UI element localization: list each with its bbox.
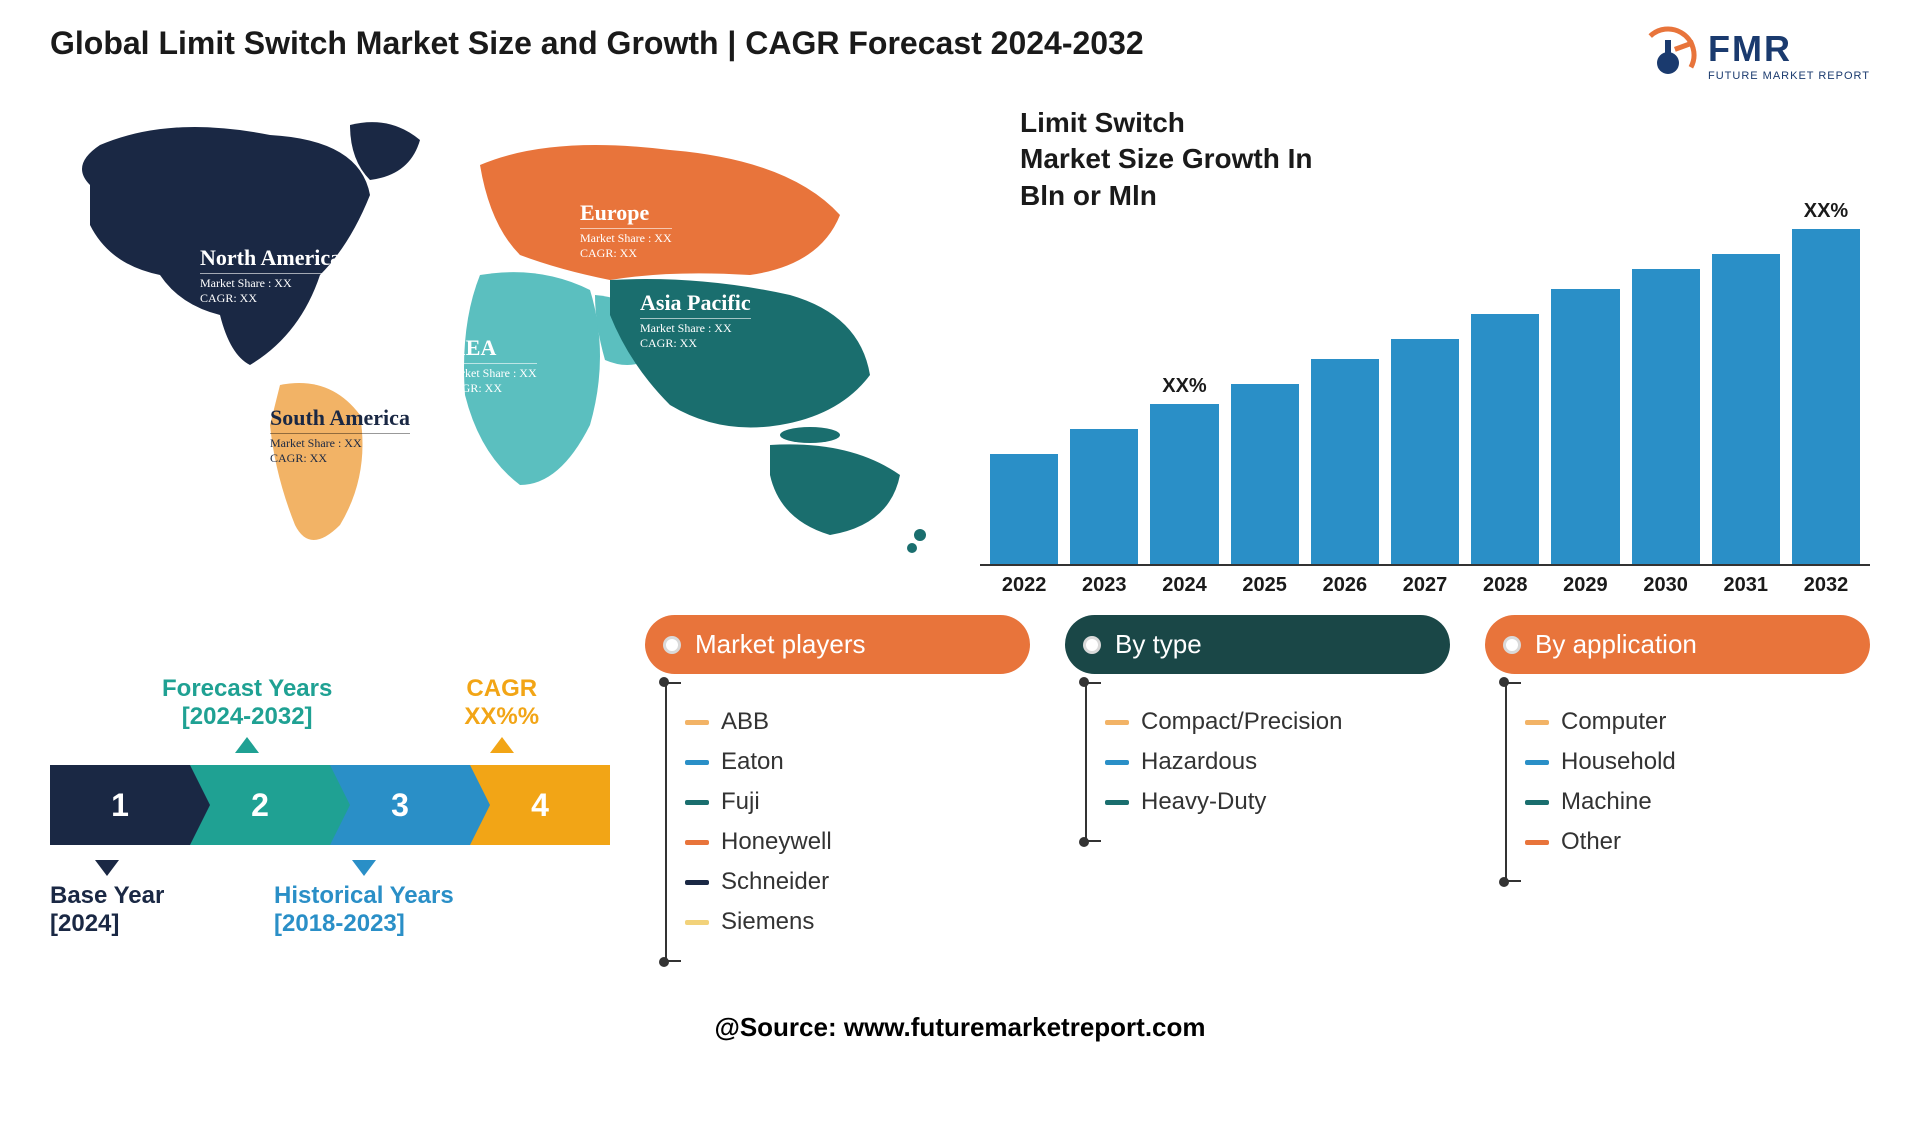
logo-text: FMR FUTURE MARKET REPORT — [1708, 28, 1870, 82]
bar-2032: XX% — [1792, 200, 1860, 564]
bar-label-2029: 2029 — [1551, 574, 1619, 597]
bar-2028 — [1471, 314, 1539, 564]
bar-2024: XX% — [1150, 375, 1218, 564]
timeline-top-labels: Forecast Years[2024-2032] CAGRXX%% — [50, 675, 610, 765]
bar-label-2028: 2028 — [1471, 574, 1539, 597]
list-item: Siemens — [685, 902, 1030, 942]
bar-2030 — [1632, 269, 1700, 564]
timeline-segment-2: 2 — [190, 765, 330, 845]
bar-label-2032: 2032 — [1792, 574, 1860, 597]
timeline-segment-1: 1 — [50, 765, 190, 845]
chart-title-l3: Bln or Mln — [1020, 178, 1870, 214]
page-title: Global Limit Switch Market Size and Grow… — [50, 25, 1144, 62]
bottom-row: Forecast Years[2024-2032] CAGRXX%% 1234 B… — [50, 615, 1870, 962]
list-item: Eaton — [685, 742, 1030, 782]
bar-label-2026: 2026 — [1311, 574, 1379, 597]
list-item: Fuji — [685, 782, 1030, 822]
list-item: Hazardous — [1105, 742, 1450, 782]
list-item: Compact/Precision — [1105, 702, 1450, 742]
timeline: Forecast Years[2024-2032] CAGRXX%% 1234 B… — [50, 615, 610, 960]
map-label-south-america: South AmericaMarket Share : XXCAGR: XX — [270, 405, 410, 466]
bar-2023 — [1070, 429, 1138, 564]
map-label-europe: EuropeMarket Share : XXCAGR: XX — [580, 200, 672, 261]
by-application-column: By application ComputerHouseholdMachineOt… — [1485, 615, 1870, 882]
logo: FMR FUTURE MARKET REPORT — [1638, 25, 1870, 85]
pill-market-players: Market players — [645, 615, 1030, 674]
map-label-north-america: North AmericaMarket Share : XXCAGR: XX — [200, 245, 341, 306]
timeline-segment-3: 3 — [330, 765, 470, 845]
list-item: Heavy-Duty — [1105, 782, 1450, 822]
list-item: Schneider — [685, 862, 1030, 902]
logo-main: FMR — [1708, 28, 1870, 70]
list-item: Household — [1525, 742, 1870, 782]
bar-label-2031: 2031 — [1712, 574, 1780, 597]
timeline-segment-4: 4 — [470, 765, 610, 845]
bar-2029 — [1551, 289, 1619, 564]
bar-chart: Limit Switch Market Size Growth In Bln o… — [980, 105, 1870, 565]
pill-by-type: By type — [1065, 615, 1450, 674]
map-label-mea: MEAMarket Share : XXCAGR: XX — [445, 335, 537, 396]
list-item: Computer — [1525, 702, 1870, 742]
logo-sub: FUTURE MARKET REPORT — [1708, 70, 1870, 82]
timeline-bottom-historical-years: Historical Years[2018-2023] — [274, 860, 454, 938]
bracket-2: ComputerHouseholdMachineOther — [1485, 682, 1870, 882]
bar-label-2023: 2023 — [1070, 574, 1138, 597]
list-item: Machine — [1525, 782, 1870, 822]
chart-title-l2: Market Size Growth In — [1020, 141, 1870, 177]
bar-2031 — [1712, 254, 1780, 564]
timeline-top-forecast-years: Forecast Years[2024-2032] — [162, 675, 332, 753]
list-item: ABB — [685, 702, 1030, 742]
bar-2025 — [1231, 384, 1299, 564]
timeline-bottom-base-year: Base Year[2024] — [50, 860, 164, 938]
bar-2026 — [1311, 359, 1379, 564]
bars-container: XX%XX% — [980, 224, 1870, 564]
timeline-bar: 1234 — [50, 765, 610, 845]
bar-2022 — [990, 454, 1058, 564]
source-line: @Source: www.futuremarketreport.com — [50, 1012, 1870, 1043]
pill-by-application: By application — [1485, 615, 1870, 674]
bar-2027 — [1391, 339, 1459, 564]
world-map: North AmericaMarket Share : XXCAGR: XX So… — [50, 105, 950, 565]
list-item: Other — [1525, 822, 1870, 862]
bar-label-2027: 2027 — [1391, 574, 1459, 597]
bar-label-2030: 2030 — [1632, 574, 1700, 597]
bar-label-2022: 2022 — [990, 574, 1058, 597]
chart-title-l1: Limit Switch — [1020, 105, 1870, 141]
bar-labels: 2022 2023 2024 2025 2026 2027 2028 2029 2030 2031… — [980, 566, 1870, 597]
list-item: Honeywell — [685, 822, 1030, 862]
bracket-1: Compact/PrecisionHazardousHeavy-Duty — [1065, 682, 1450, 842]
logo-icon — [1638, 25, 1698, 85]
bracket-0: ABBEatonFujiHoneywellSchneiderSiemens — [645, 682, 1030, 962]
market-players-column: Market players ABBEatonFujiHoneywellSchne… — [645, 615, 1030, 962]
by-type-column: By type Compact/PrecisionHazardousHeavy-D… — [1065, 615, 1450, 842]
timeline-top-cagr: CAGRXX%% — [464, 675, 539, 753]
bar-label-2025: 2025 — [1231, 574, 1299, 597]
header: Global Limit Switch Market Size and Grow… — [50, 25, 1870, 85]
map-label-asia-pacific: Asia PacificMarket Share : XXCAGR: XX — [640, 290, 751, 351]
bar-label-2024: 2024 — [1150, 574, 1218, 597]
main-row: North AmericaMarket Share : XXCAGR: XX So… — [50, 105, 1870, 565]
timeline-bottom-labels: Base Year[2024] Historical Years[2018-202… — [50, 860, 610, 960]
chart-title: Limit Switch Market Size Growth In Bln o… — [1020, 105, 1870, 214]
